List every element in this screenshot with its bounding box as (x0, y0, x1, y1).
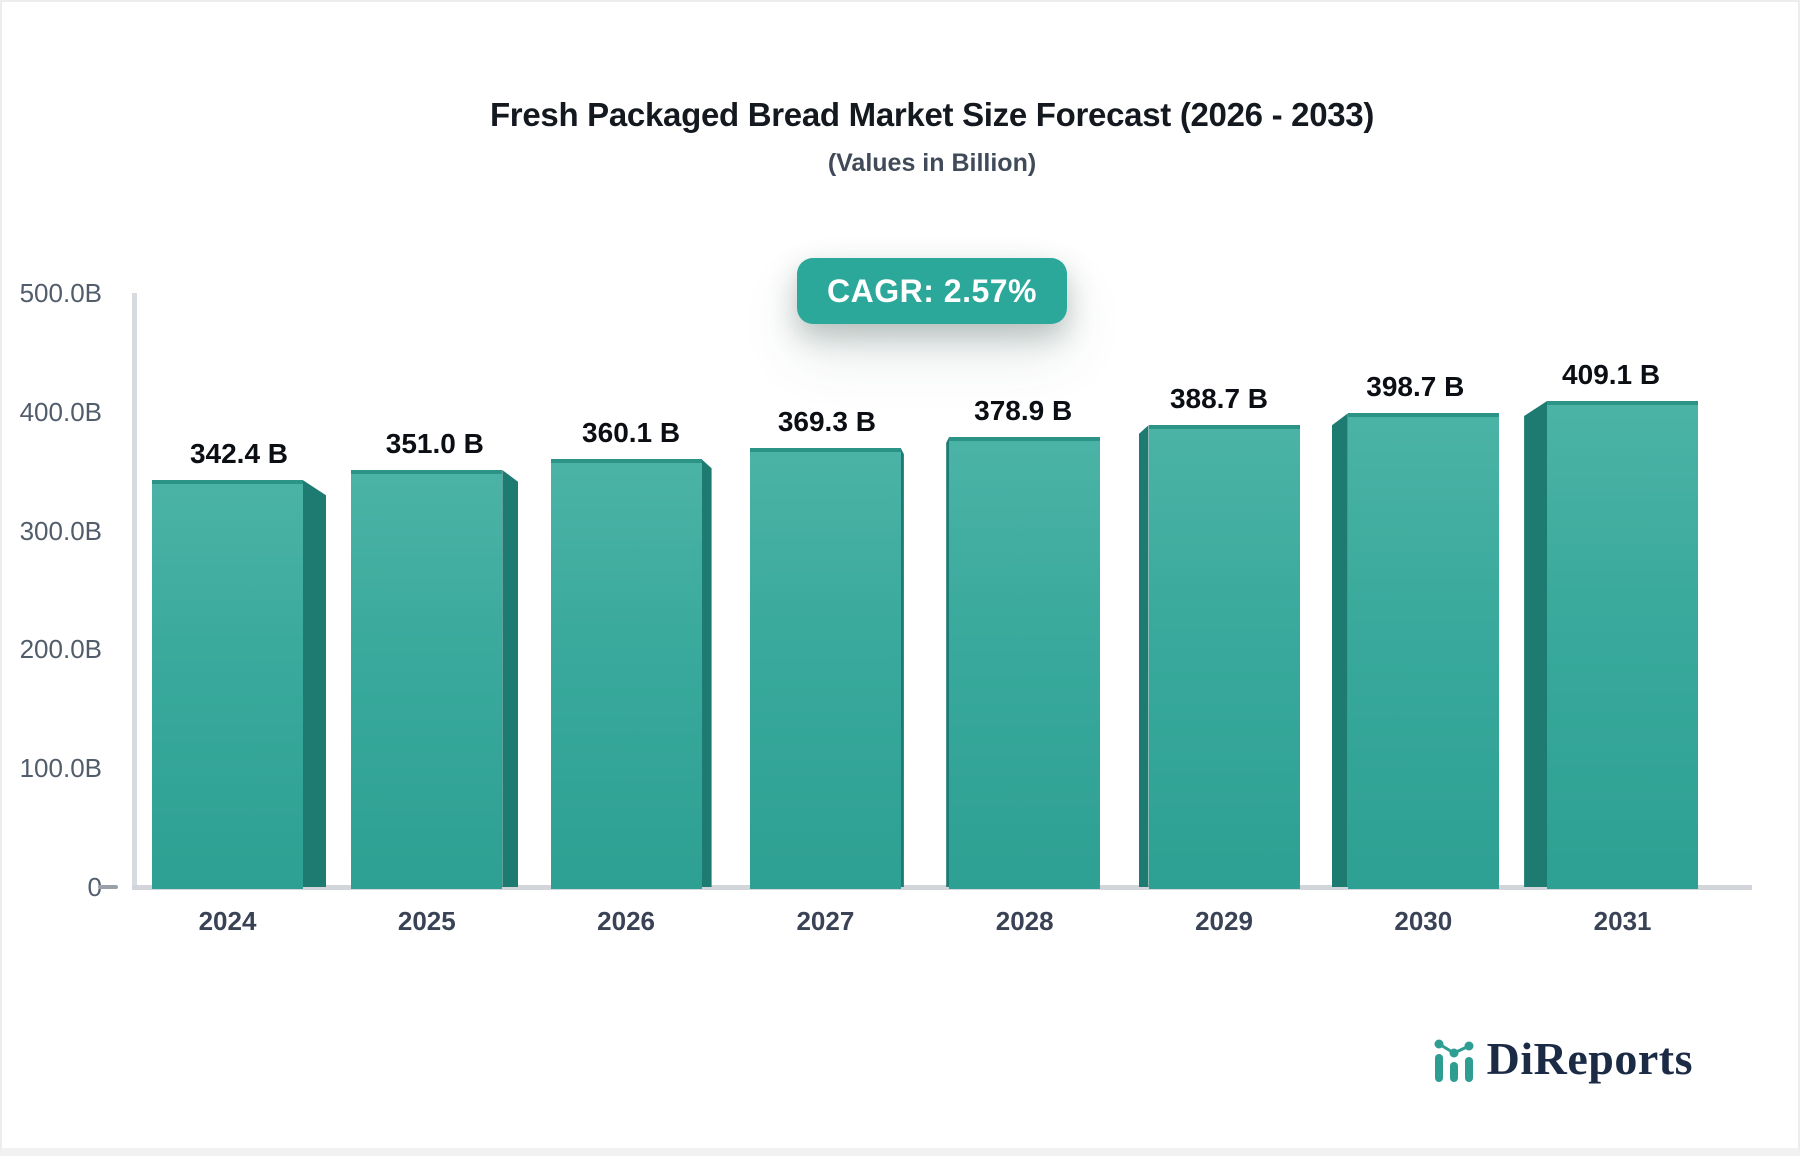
brand-logo-text: DiReports (1486, 1033, 1693, 1084)
y-axis-tick-label: 0 (87, 872, 102, 902)
cagr-badge-wrap: CAGR: 2.57% (132, 258, 1732, 324)
bar-side-3d (502, 470, 519, 887)
y-axis-tick-label: 100.0B (19, 753, 102, 784)
x-axis-label: 2026 (597, 906, 656, 936)
bar-value-label: 360.1 B (582, 417, 681, 449)
chart-subtitle: (Values in Billion) (827, 149, 1037, 177)
bar-value-label: 369.3 B (777, 406, 876, 438)
x-axis-label: 2031 (1593, 906, 1652, 936)
bar-side-3d (1138, 425, 1149, 887)
y-axis-tick-label: 400.0B (19, 396, 102, 427)
bar-face (550, 459, 702, 889)
cagr-badge: CAGR: 2.57% (797, 258, 1067, 324)
y-axis-tick-label: 500.0B (19, 278, 102, 308)
bar-face (949, 436, 1101, 889)
bar-face (351, 470, 503, 889)
bar-side-3d (946, 436, 950, 887)
y-axis-tick-label: 300.0B (19, 515, 102, 546)
y-axis-line (132, 293, 137, 889)
x-axis-label: 2025 (397, 906, 456, 936)
bar-value-label: 342.4 B (189, 438, 289, 470)
bar-face (152, 480, 303, 889)
brand-logo: DiReports (1433, 1032, 1693, 1085)
y-axis-tick-label: 200.0B (19, 634, 102, 665)
x-axis-line (132, 885, 1752, 890)
bar-side-3d (701, 459, 712, 887)
bar-face (749, 448, 901, 889)
bar-value-label: 351.0 B (385, 428, 484, 459)
bar-value-label: 378.9 B (974, 394, 1073, 426)
bar-face (1148, 425, 1300, 889)
bar-side-3d (1524, 400, 1548, 887)
brand-logo-icon (1434, 1039, 1474, 1082)
x-axis-label: 2027 (796, 906, 855, 936)
chart-title: Fresh Packaged Bread Market Size Forecas… (489, 96, 1375, 133)
x-axis-label: 2024 (198, 906, 257, 936)
x-axis-label: 2030 (1394, 906, 1453, 936)
bar-side-3d (1331, 413, 1348, 887)
x-axis-label: 2029 (1195, 906, 1253, 936)
y-axis-tick-mark (98, 885, 118, 889)
bar-side-3d (900, 448, 904, 887)
bar-value-label: 388.7 B (1169, 383, 1269, 415)
bar-value-label: 398.7 B (1366, 371, 1465, 403)
bar-face (1347, 413, 1499, 889)
x-axis-label: 2028 (995, 906, 1054, 936)
bar-value-label: 409.1 B (1562, 358, 1661, 390)
bar-face (1547, 400, 1699, 889)
bar-side-3d (303, 480, 326, 887)
